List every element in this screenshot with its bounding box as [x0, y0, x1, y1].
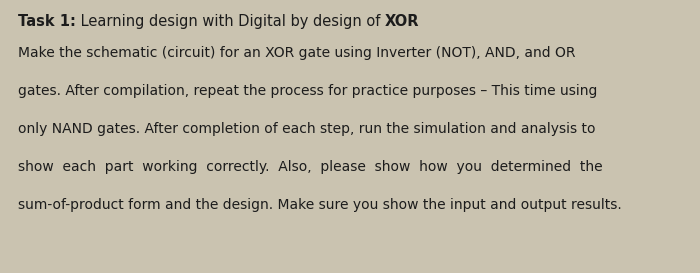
Text: sum-of-product form and the design. Make sure you show the input and output resu: sum-of-product form and the design. Make…	[18, 198, 622, 212]
Text: only NAND gates. After completion of each step, run the simulation and analysis : only NAND gates. After completion of eac…	[18, 122, 596, 136]
Text: Task 1:: Task 1:	[18, 14, 76, 29]
Text: gates. After compilation, repeat the process for practice purposes – This time u: gates. After compilation, repeat the pro…	[18, 84, 597, 98]
Text: Make the schematic (circuit) for an XOR gate using Inverter (NOT), AND, and OR: Make the schematic (circuit) for an XOR …	[18, 46, 575, 60]
Text: show  each  part  working  correctly.  Also,  please  show  how  you  determined: show each part working correctly. Also, …	[18, 160, 603, 174]
Text: Learning design with Digital by design of: Learning design with Digital by design o…	[76, 14, 385, 29]
Text: XOR: XOR	[385, 14, 419, 29]
